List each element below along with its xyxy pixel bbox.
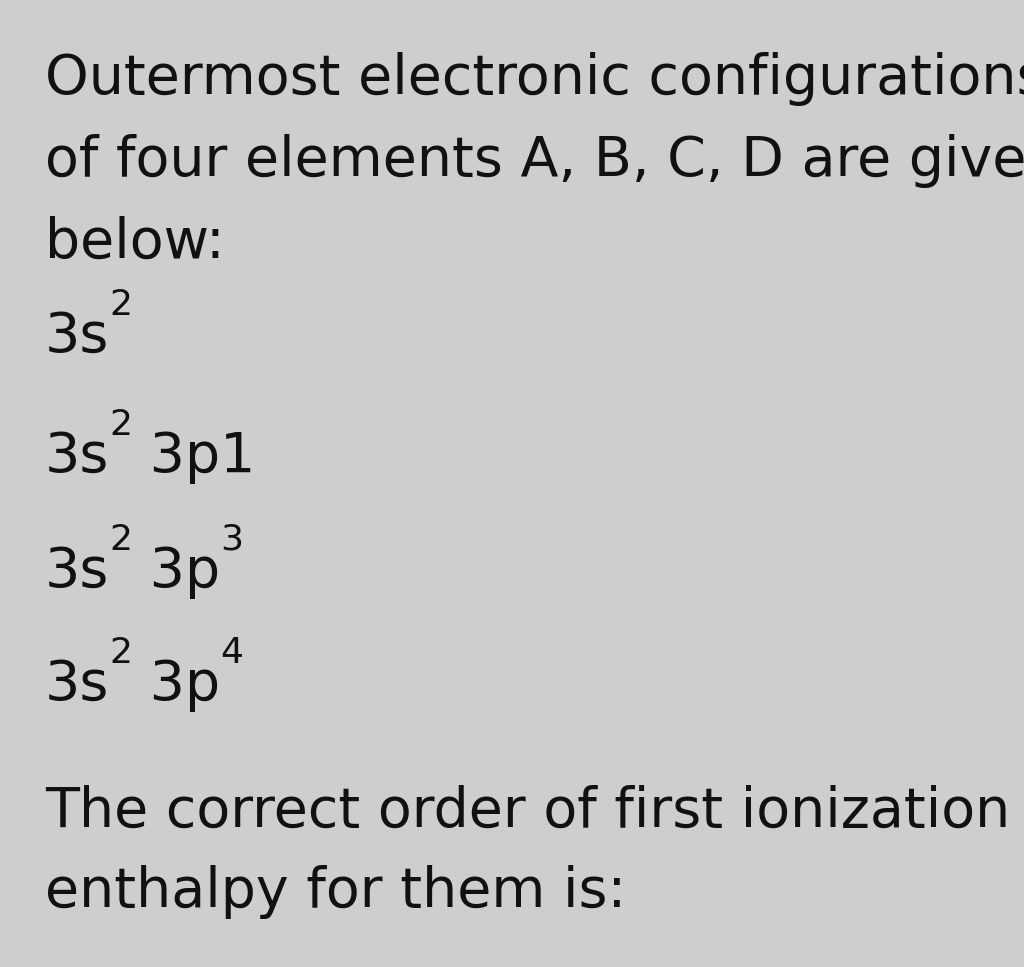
Text: 2: 2	[110, 523, 132, 557]
Text: 3p: 3p	[132, 545, 220, 599]
Text: 2: 2	[110, 636, 132, 670]
Text: below:: below:	[45, 216, 224, 270]
Text: Outermost electronic configurations: Outermost electronic configurations	[45, 52, 1024, 106]
Text: 3s: 3s	[45, 310, 110, 364]
Text: 3p: 3p	[132, 658, 220, 712]
Text: The correct order of first ionization: The correct order of first ionization	[45, 785, 1011, 839]
Text: 3s: 3s	[45, 545, 110, 599]
Text: enthalpy for them is:: enthalpy for them is:	[45, 865, 627, 919]
Text: 3p1: 3p1	[132, 430, 256, 484]
Text: 3s: 3s	[45, 430, 110, 484]
Text: 3: 3	[220, 523, 244, 557]
Text: 4: 4	[220, 636, 244, 670]
Text: 2: 2	[110, 408, 132, 442]
Text: 2: 2	[110, 288, 132, 322]
Text: of four elements A, B, C, D are given: of four elements A, B, C, D are given	[45, 134, 1024, 188]
Text: 3s: 3s	[45, 658, 110, 712]
